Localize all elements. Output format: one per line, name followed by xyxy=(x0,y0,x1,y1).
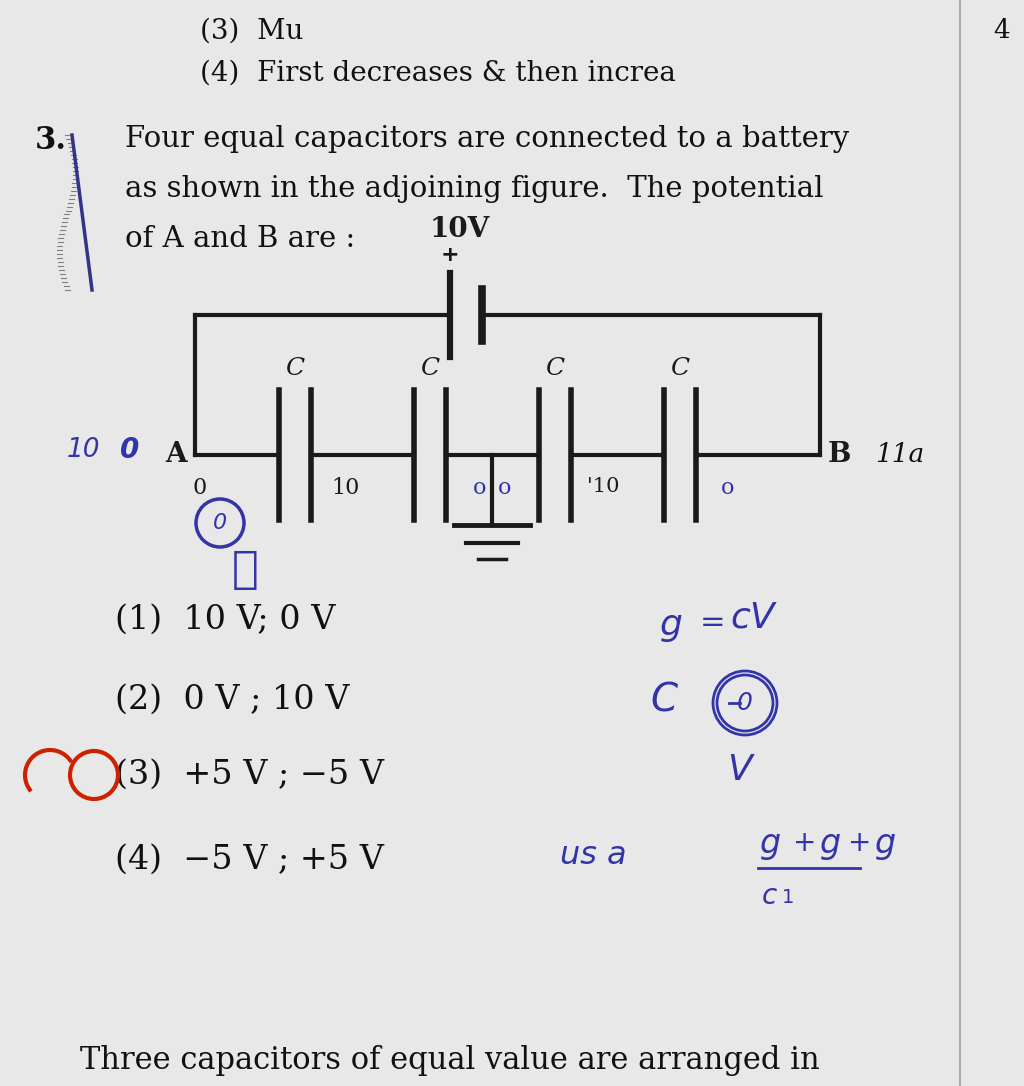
Text: of A and B are :: of A and B are : xyxy=(125,225,355,253)
Text: as shown in the adjoining figure.  The potential: as shown in the adjoining figure. The po… xyxy=(125,175,823,203)
Text: Three capacitors of equal value are arranged in: Three capacitors of equal value are arra… xyxy=(80,1045,820,1075)
Text: 0: 0 xyxy=(193,477,207,498)
Text: C: C xyxy=(671,357,689,380)
Text: 10: 10 xyxy=(67,437,100,463)
Text: A: A xyxy=(165,442,187,468)
Text: g: g xyxy=(760,826,781,859)
Text: 3.: 3. xyxy=(35,125,67,156)
Text: g: g xyxy=(874,826,896,859)
Text: C: C xyxy=(546,357,564,380)
Text: '10: '10 xyxy=(587,477,620,496)
Text: (2)  0 V ; 10 V: (2) 0 V ; 10 V xyxy=(115,684,349,716)
Text: 10: 10 xyxy=(331,477,359,498)
Text: 0: 0 xyxy=(213,513,227,533)
Text: (3)  +5 V ; −5 V: (3) +5 V ; −5 V xyxy=(115,759,384,791)
Text: c: c xyxy=(762,882,777,910)
Text: us a: us a xyxy=(560,839,627,871)
Text: 0: 0 xyxy=(737,691,753,715)
Text: 10V: 10V xyxy=(430,216,490,243)
Text: +: + xyxy=(848,829,871,857)
Text: B: B xyxy=(828,442,851,468)
Text: 4: 4 xyxy=(993,18,1010,43)
Text: 1: 1 xyxy=(782,888,795,907)
Text: 0: 0 xyxy=(121,435,139,464)
Text: (4)  −5 V ; +5 V: (4) −5 V ; +5 V xyxy=(115,844,384,876)
Text: Four equal capacitors are connected to a battery: Four equal capacitors are connected to a… xyxy=(125,125,849,153)
Text: cV: cV xyxy=(730,601,774,635)
Text: o: o xyxy=(473,477,486,498)
Text: g: g xyxy=(660,608,683,642)
Text: C: C xyxy=(650,681,677,719)
Text: g: g xyxy=(820,826,841,859)
Text: (4)  First decreases & then increa: (4) First decreases & then increa xyxy=(200,60,676,87)
Text: C: C xyxy=(421,357,439,380)
Text: +: + xyxy=(440,245,460,265)
Text: +: + xyxy=(793,829,816,857)
Text: =: = xyxy=(700,607,726,636)
Text: (1)  10 V; 0 V: (1) 10 V; 0 V xyxy=(115,604,336,636)
Text: 11a: 11a xyxy=(874,442,925,467)
Text: C: C xyxy=(286,357,304,380)
Text: o: o xyxy=(721,477,735,498)
Text: (3)  Mu: (3) Mu xyxy=(200,18,303,45)
Text: V: V xyxy=(728,753,753,787)
Text: o: o xyxy=(499,477,512,498)
Text: 𝓥: 𝓥 xyxy=(231,548,258,592)
